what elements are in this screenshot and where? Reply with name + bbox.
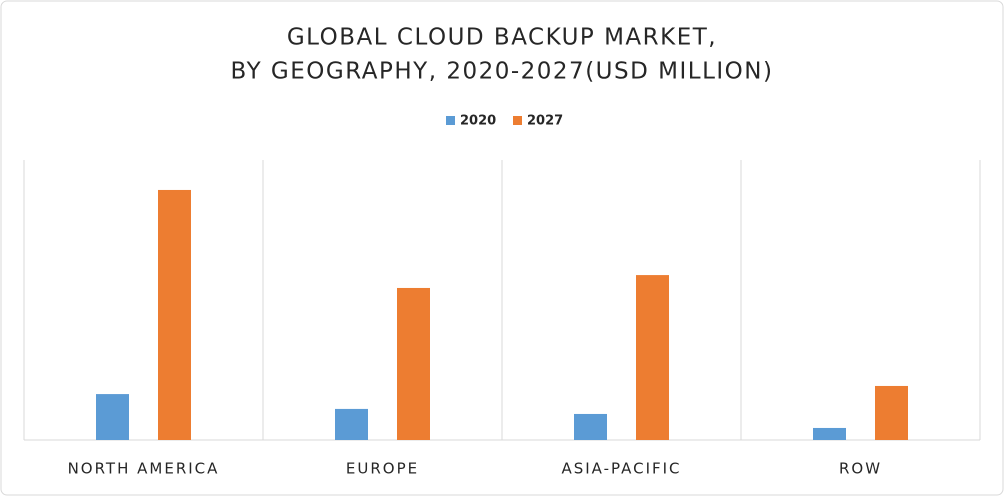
bar [636,275,669,440]
bar [96,394,129,440]
bar [158,189,191,440]
bar [397,287,430,440]
chart-title: GLOBAL CLOUD BACKUP MARKET, [287,25,717,51]
x-tick-label: ASIA-PACIFIC [561,460,681,478]
legend-label: 2020 [460,114,496,129]
legend-label: 2027 [527,114,563,129]
bar [335,408,368,440]
chart-title: BY GEOGRAPHY, 2020-2027(USD MILLION) [231,59,774,85]
x-tick-label: EUROPE [346,460,419,478]
bar [574,413,607,440]
legend-swatch [446,116,455,125]
x-tick-label: ROW [839,460,882,478]
legend-swatch [513,116,522,125]
x-tick-label: NORTH AMERICA [68,460,220,478]
bar [875,385,908,440]
bar [813,427,846,440]
